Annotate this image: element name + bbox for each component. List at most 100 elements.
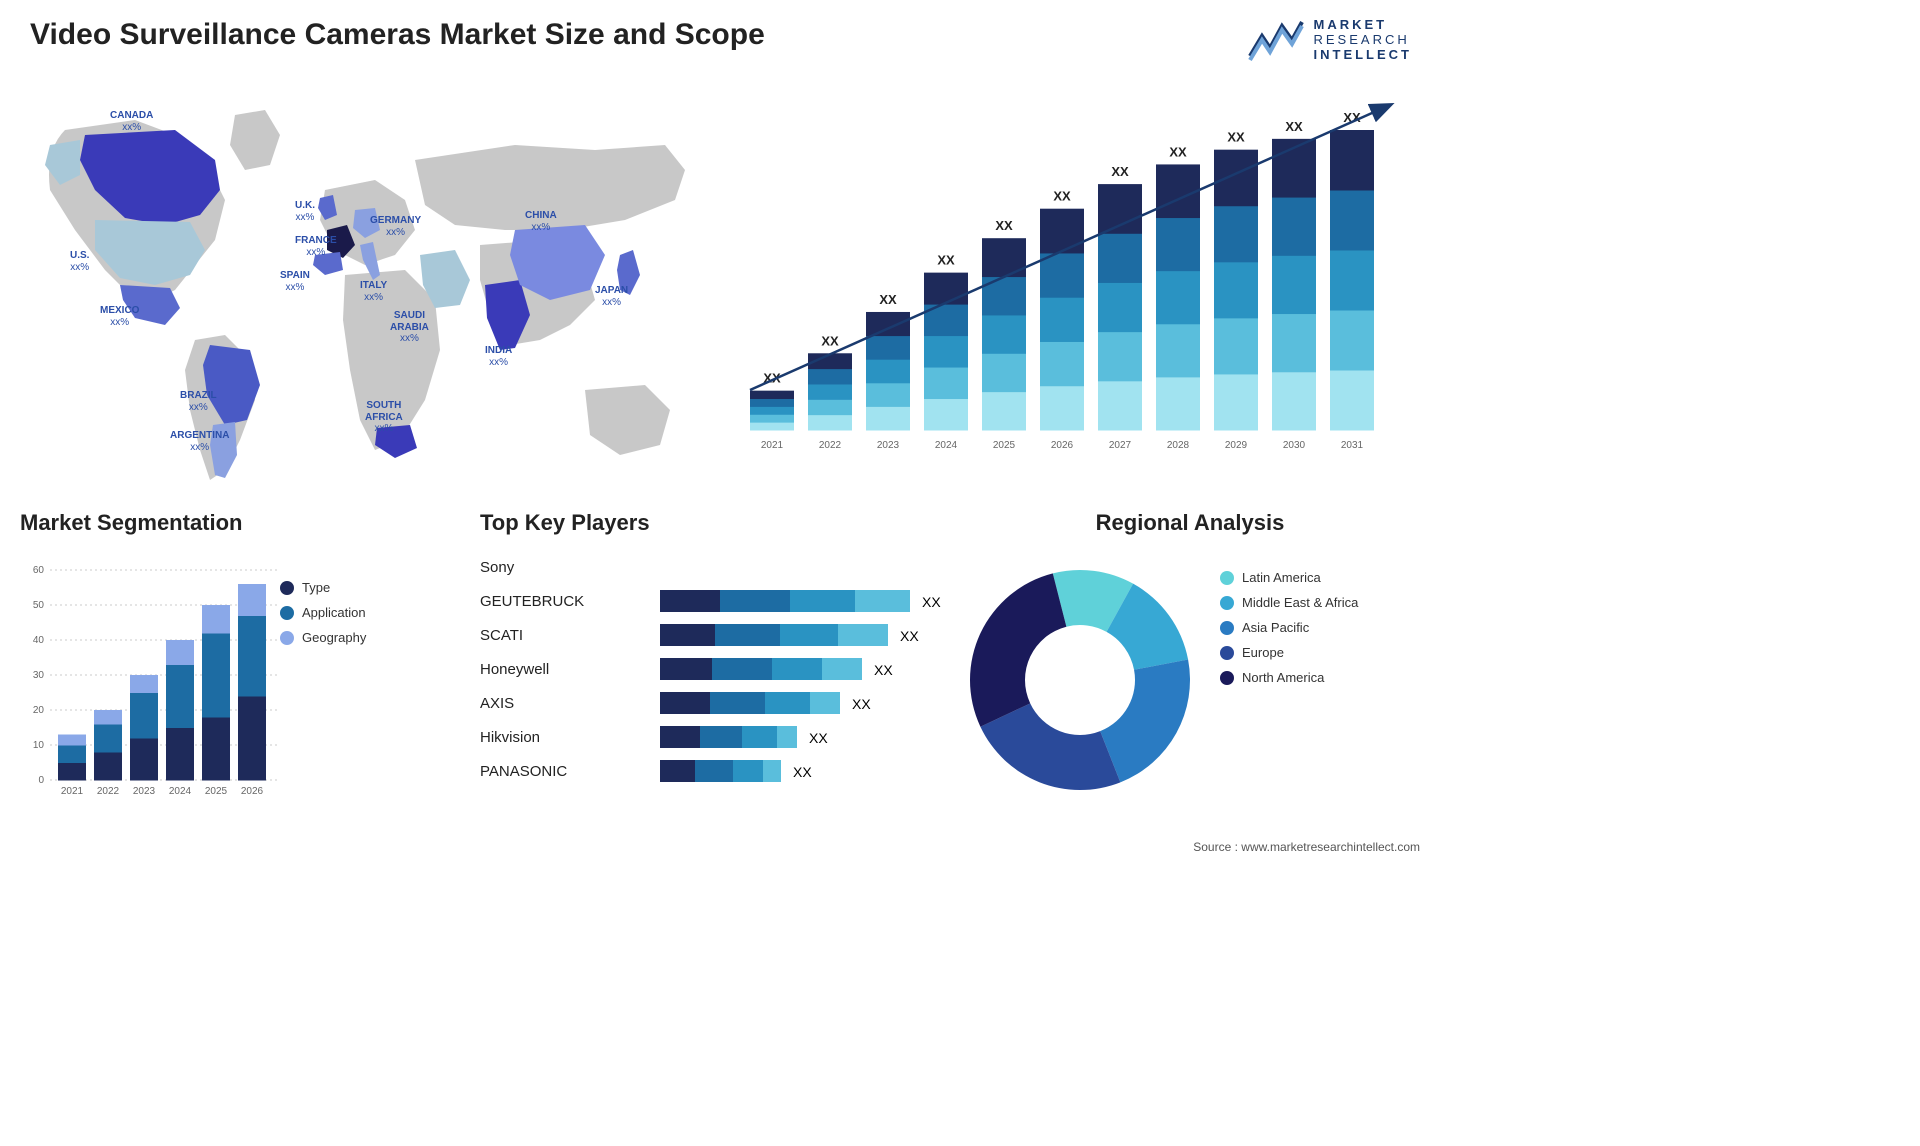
source-footer: Source : www.marketresearchintellect.com xyxy=(1193,840,1420,854)
svg-text:XX: XX xyxy=(874,662,893,678)
map-label: CHINAxx% xyxy=(525,210,557,233)
svg-text:XX: XX xyxy=(852,696,871,712)
svg-text:2023: 2023 xyxy=(877,440,900,451)
svg-text:XX: XX xyxy=(937,253,955,268)
svg-text:XX: XX xyxy=(995,218,1013,233)
svg-text:2024: 2024 xyxy=(935,440,958,451)
segmentation-title: Market Segmentation xyxy=(20,510,450,536)
svg-text:2022: 2022 xyxy=(97,786,120,797)
legend-swatch xyxy=(1220,621,1234,635)
legend-item: North America xyxy=(1220,670,1358,685)
svg-text:XX: XX xyxy=(793,764,812,780)
svg-text:2021: 2021 xyxy=(61,786,84,797)
logo-line1: MARKET xyxy=(1314,18,1413,33)
legend-label: Asia Pacific xyxy=(1242,620,1309,635)
svg-text:2026: 2026 xyxy=(241,786,264,797)
player-name: GEUTEBRUCK xyxy=(480,584,584,618)
svg-text:2021: 2021 xyxy=(761,440,784,451)
svg-text:2027: 2027 xyxy=(1109,440,1132,451)
legend-label: Latin America xyxy=(1242,570,1321,585)
map-label: ARGENTINAxx% xyxy=(170,430,229,453)
player-name: AXIS xyxy=(480,686,584,720)
svg-text:XX: XX xyxy=(1169,144,1187,159)
map-label: BRAZILxx% xyxy=(180,390,217,413)
regional-title: Regional Analysis xyxy=(960,510,1420,536)
players-title: Top Key Players xyxy=(480,510,960,536)
map-label: U.K.xx% xyxy=(295,200,315,223)
legend-label: Europe xyxy=(1242,645,1284,660)
map-label: SOUTHAFRICAxx% xyxy=(365,400,403,435)
svg-text:XX: XX xyxy=(1227,130,1245,145)
legend-swatch xyxy=(280,581,294,595)
svg-text:XX: XX xyxy=(821,333,839,348)
svg-text:2030: 2030 xyxy=(1283,440,1306,451)
legend-swatch xyxy=(1220,571,1234,585)
market-size-chart: XX 2021 XX 2022 XX 2023 XX 2024 XX 2025 XX 2026 XX 20… xyxy=(740,100,1400,480)
legend-item: Latin America xyxy=(1220,570,1358,585)
svg-text:2024: 2024 xyxy=(169,786,192,797)
regional-panel: Regional Analysis Latin AmericaMiddle Ea… xyxy=(960,510,1420,536)
map-label: SAUDIARABIAxx% xyxy=(390,310,429,345)
legend-item: Geography xyxy=(280,630,366,645)
player-name: Sony xyxy=(480,550,584,584)
svg-text:XX: XX xyxy=(922,594,941,610)
legend-item: Type xyxy=(280,580,366,595)
legend-label: Type xyxy=(302,580,330,595)
svg-text:20: 20 xyxy=(33,705,45,716)
svg-text:30: 30 xyxy=(33,670,45,681)
map-label: FRANCExx% xyxy=(295,235,337,258)
svg-text:0: 0 xyxy=(38,775,44,786)
legend-swatch xyxy=(1220,646,1234,660)
segmentation-legend: Type Application Geography xyxy=(280,580,366,655)
svg-text:2028: 2028 xyxy=(1167,440,1190,451)
map-label: ITALYxx% xyxy=(360,280,387,303)
svg-text:XX: XX xyxy=(900,628,919,644)
regional-donut xyxy=(960,560,1200,800)
svg-text:XX: XX xyxy=(1111,164,1129,179)
logo-line2: RESEARCH xyxy=(1314,33,1413,48)
svg-text:2031: 2031 xyxy=(1341,440,1364,451)
regional-legend: Latin America Middle East & Africa Asia Pa… xyxy=(1220,570,1358,695)
map-label: GERMANYxx% xyxy=(370,215,421,238)
svg-text:40: 40 xyxy=(33,635,45,646)
legend-label: Middle East & Africa xyxy=(1242,595,1358,610)
legend-label: Application xyxy=(302,605,366,620)
map-label: U.S.xx% xyxy=(70,250,89,273)
legend-item: Middle East & Africa xyxy=(1220,595,1358,610)
svg-text:XX: XX xyxy=(1285,119,1303,134)
main-chart-svg: XX 2021 XX 2022 XX 2023 XX 2024 XX 2025 XX 2026 XX 20… xyxy=(740,100,1400,480)
legend-swatch xyxy=(280,606,294,620)
legend-label: Geography xyxy=(302,630,366,645)
map-label: CANADAxx% xyxy=(110,110,153,133)
legend-swatch xyxy=(1220,596,1234,610)
svg-text:10: 10 xyxy=(33,740,45,751)
segmentation-chart: 0102030405060202120222023202420252026 xyxy=(20,550,280,810)
map-label: MEXICOxx% xyxy=(100,305,139,328)
svg-text:2025: 2025 xyxy=(993,440,1016,451)
world-map: CANADAxx% U.S.xx% MEXICOxx% BRAZILxx% ARGENT… xyxy=(25,90,705,495)
players-chart: XX XX XX XX XX XX xyxy=(660,584,960,824)
brand-logo: MARKET RESEARCH INTELLECT xyxy=(1248,18,1413,63)
svg-text:60: 60 xyxy=(33,565,45,576)
legend-label: North America xyxy=(1242,670,1324,685)
legend-swatch xyxy=(1220,671,1234,685)
svg-text:XX: XX xyxy=(1053,189,1071,204)
svg-text:XX: XX xyxy=(879,292,897,307)
svg-text:2026: 2026 xyxy=(1051,440,1074,451)
svg-text:2029: 2029 xyxy=(1225,440,1248,451)
player-name: SCATI xyxy=(480,618,584,652)
player-name: PANASONIC xyxy=(480,754,584,788)
svg-text:XX: XX xyxy=(809,730,828,746)
players-panel: Top Key Players SonyGEUTEBRUCKSCATIHoney… xyxy=(480,510,960,536)
svg-text:2022: 2022 xyxy=(819,440,842,451)
svg-text:2023: 2023 xyxy=(133,786,156,797)
legend-item: Application xyxy=(280,605,366,620)
svg-text:50: 50 xyxy=(33,600,45,611)
logo-text: MARKET RESEARCH INTELLECT xyxy=(1314,18,1413,63)
map-label: INDIAxx% xyxy=(485,345,512,368)
map-label: SPAINxx% xyxy=(280,270,310,293)
players-names: SonyGEUTEBRUCKSCATIHoneywellAXISHikvisio… xyxy=(480,550,584,788)
segmentation-panel: Market Segmentation 01020304050602021202… xyxy=(20,510,450,536)
player-name: Honeywell xyxy=(480,652,584,686)
legend-swatch xyxy=(280,631,294,645)
